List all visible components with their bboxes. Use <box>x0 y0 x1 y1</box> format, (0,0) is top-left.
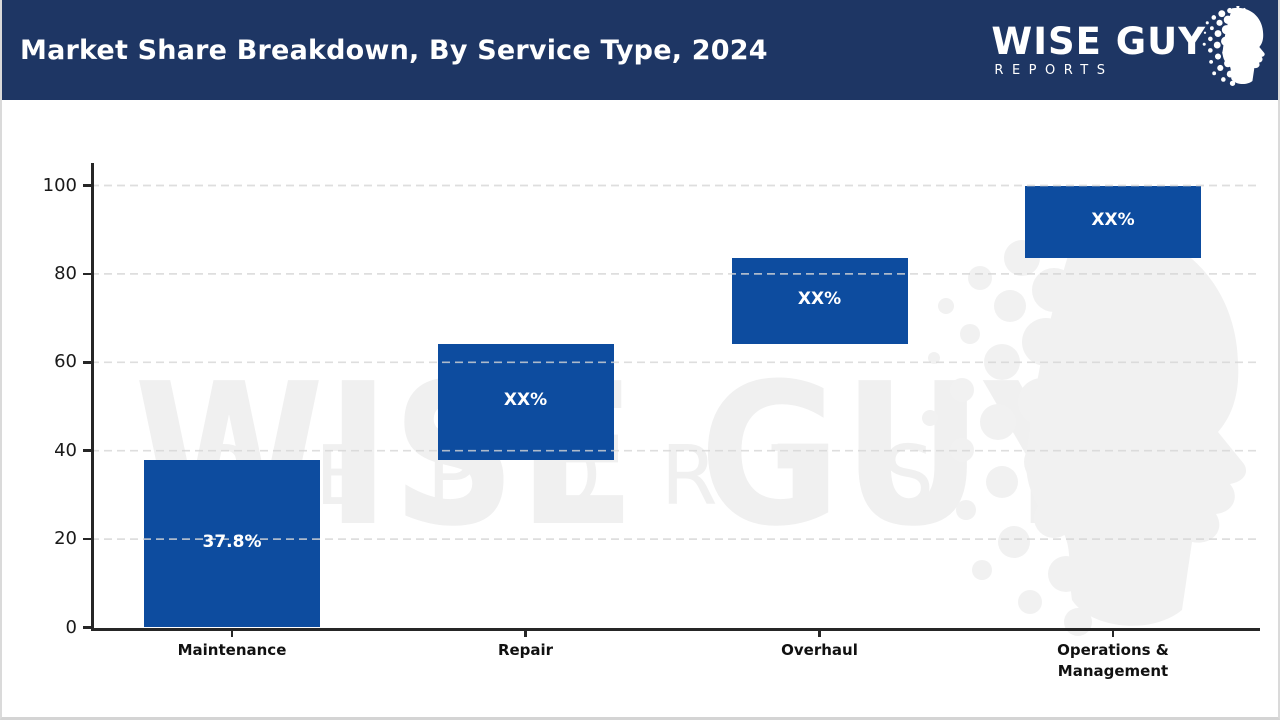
wise-guy-reports-logo: WISE GUY REPORTS <box>991 6 1270 94</box>
y-tick-label: 100 <box>42 174 77 196</box>
x-axis-line <box>91 628 1260 631</box>
y-tick-label: 20 <box>54 528 77 550</box>
chart-title: Market Share Breakdown, By Service Type,… <box>20 34 768 66</box>
y-axis-tick <box>83 272 91 276</box>
x-tick-label: Maintenance <box>177 641 287 659</box>
y-axis-tick <box>83 361 91 364</box>
header-bar: Market Share Breakdown, By Service Type,… <box>2 0 1278 100</box>
x-tick-label: Operations & Management <box>1057 641 1169 680</box>
x-tick-label: Repair <box>497 641 554 659</box>
x-axis-tick <box>1111 628 1115 637</box>
x-axis-tick <box>524 628 527 637</box>
x-axis-tick <box>230 628 234 637</box>
y-tick-label: 0 <box>65 616 77 638</box>
y-axis-tick <box>83 537 91 541</box>
y-tick-label: 60 <box>54 351 77 373</box>
logo-wordmark: WISE GUY <box>991 20 1206 63</box>
x-axis-tick <box>818 628 821 637</box>
y-tick-label: 80 <box>54 262 77 284</box>
y-axis-tick <box>83 449 91 452</box>
logo-subtext: REPORTS <box>994 63 1114 78</box>
bar-1 <box>144 460 320 628</box>
bar-value-label: XX% <box>797 288 842 309</box>
bar-4 <box>1025 185 1201 258</box>
chart-area: WISE GUY REPORTS 37.8% Maintenance XX% Repa… <box>2 100 1278 717</box>
bar-value-label: XX% <box>503 390 548 411</box>
y-axis-line <box>91 163 94 631</box>
y-axis-tick <box>83 184 91 187</box>
y-axis-tick <box>83 626 91 629</box>
bar-value-label: 37.8% <box>202 531 262 552</box>
logo-text: WISE GUY REPORTS <box>991 23 1206 77</box>
bar-2 <box>437 343 614 461</box>
bar-value-label: XX% <box>1091 209 1135 230</box>
bar-3 <box>731 257 908 344</box>
x-tick-label: Overhaul <box>781 641 858 659</box>
y-tick-label: 40 <box>54 439 77 461</box>
